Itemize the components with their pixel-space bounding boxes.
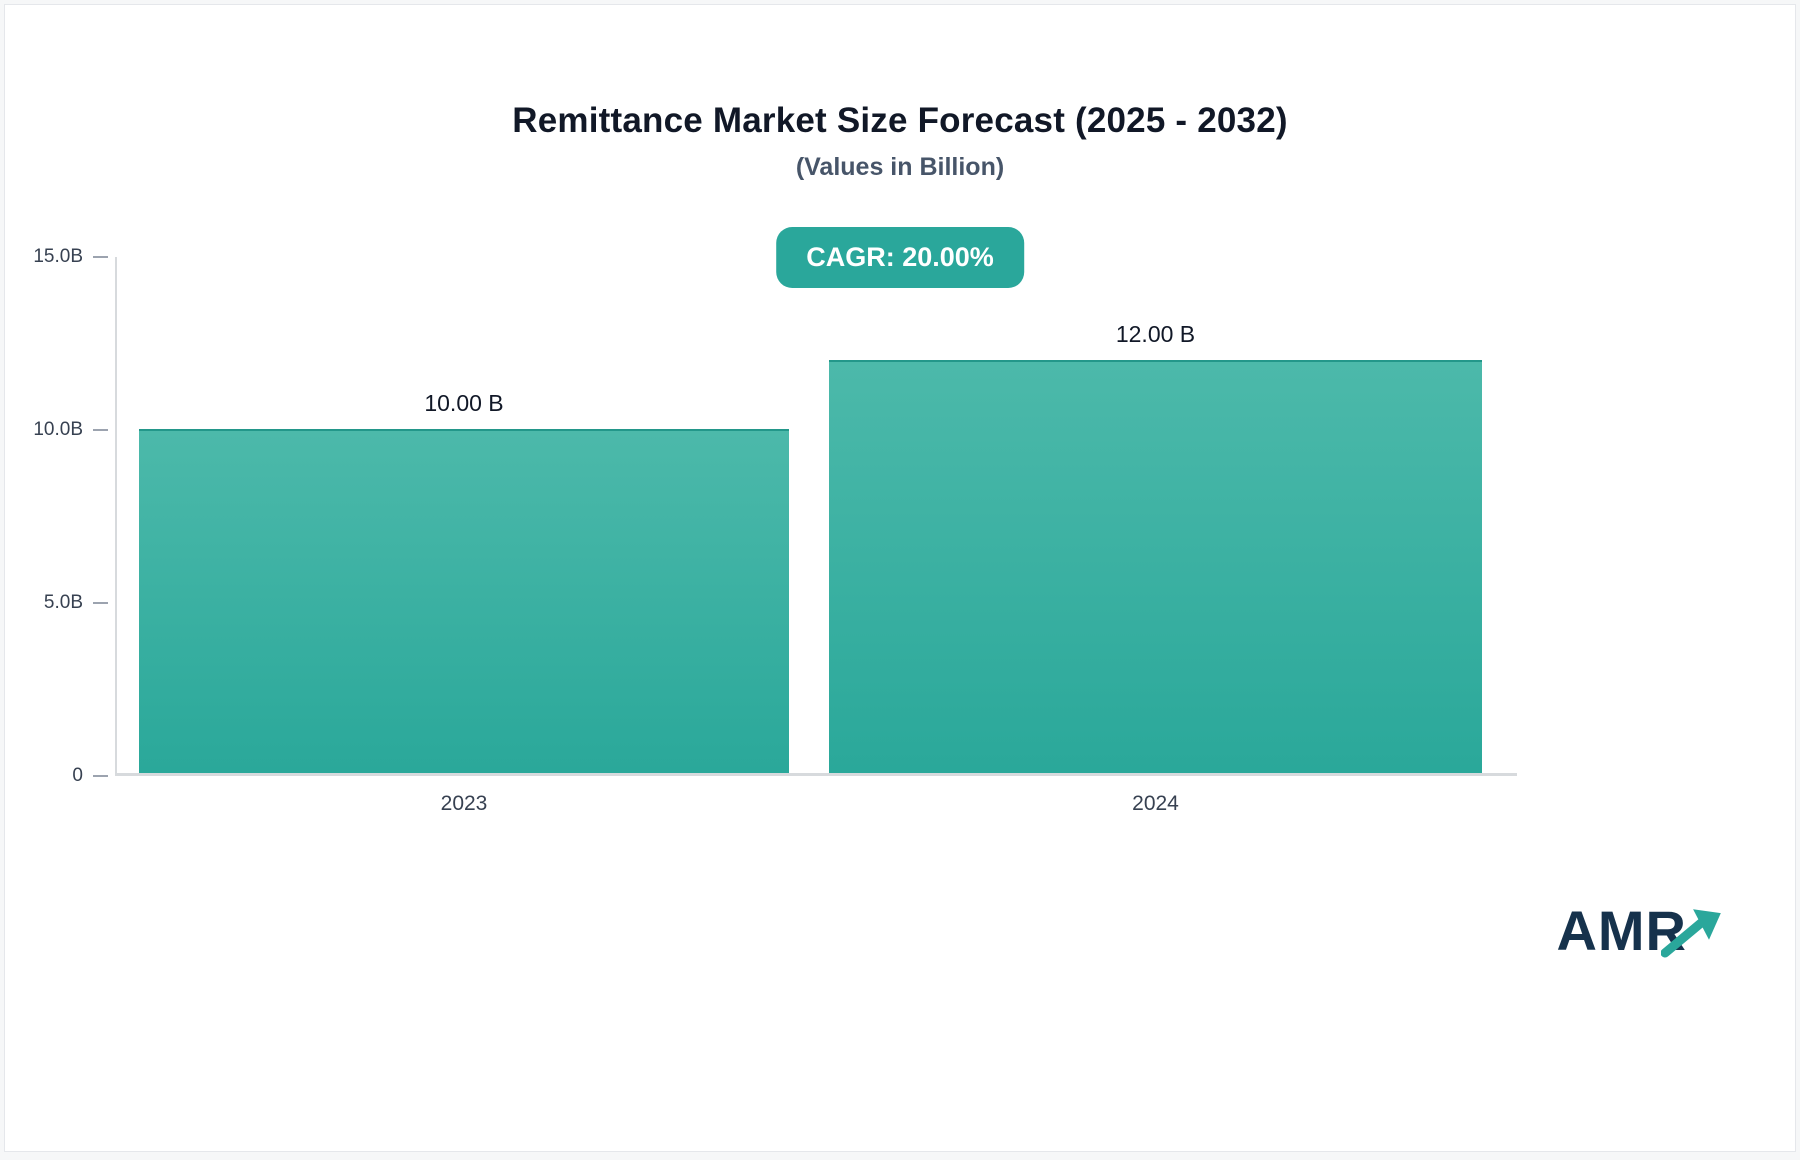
cagr-badge: CAGR: 20.00% [776, 227, 1024, 288]
bar-group-2023: 10.00 B 2023 [139, 257, 789, 815]
y-tick-mark [93, 602, 108, 604]
growth-arrow-icon [1661, 908, 1721, 957]
amr-logo: AMR [1556, 898, 1723, 963]
page-title: Remittance Market Size Forecast (2025 - … [512, 101, 1288, 140]
x-axis-label-2023: 2023 [440, 792, 488, 815]
bar-value-label: 12.00 B [1115, 321, 1196, 348]
y-tick-label: 10.0B [33, 419, 83, 440]
y-tick-mark [93, 429, 108, 431]
y-tick-mark [93, 775, 108, 777]
y-tick-label: 15.0B [33, 246, 83, 267]
bar-value-label: 10.00 B [424, 390, 504, 417]
y-tick-mark [93, 256, 108, 258]
bar-2024 [829, 360, 1482, 773]
plot-area: 15.0B 10.0B 5.0B 0 10.00 B 2023 12.00 B … [33, 246, 1517, 815]
bar-2023 [139, 429, 789, 773]
chart-subtitle: (Values in Billion) [795, 153, 1005, 181]
bar-group-2024: 12.00 B 2024 [829, 257, 1482, 815]
chart-canvas: Remittance Market Size Forecast (2025 - … [4, 4, 1796, 1152]
y-tick-label: 5.0B [43, 592, 83, 613]
y-tick-label: 0 [72, 765, 83, 786]
x-axis-label-2024: 2024 [1132, 792, 1179, 815]
